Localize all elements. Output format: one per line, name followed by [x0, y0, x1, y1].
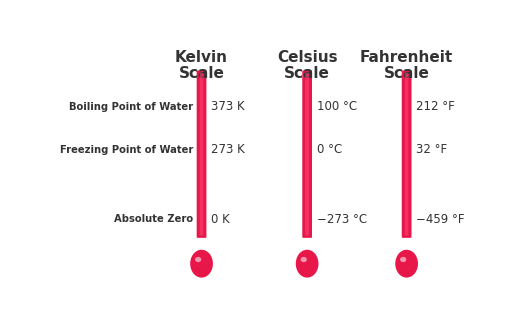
- Text: 212 °F: 212 °F: [417, 100, 455, 113]
- FancyBboxPatch shape: [200, 73, 203, 236]
- Text: Fahrenheit
Scale: Fahrenheit Scale: [360, 50, 453, 81]
- Text: 0 °C: 0 °C: [317, 143, 342, 156]
- FancyBboxPatch shape: [402, 70, 411, 238]
- Ellipse shape: [195, 257, 201, 262]
- Text: −459 °F: −459 °F: [417, 213, 465, 226]
- FancyBboxPatch shape: [196, 70, 206, 238]
- Text: 273 K: 273 K: [211, 143, 245, 156]
- Ellipse shape: [190, 250, 213, 278]
- Text: Freezing Point of Water: Freezing Point of Water: [60, 145, 193, 155]
- Text: 100 °C: 100 °C: [317, 100, 357, 113]
- Text: 0 K: 0 K: [211, 213, 230, 226]
- Text: −273 °C: −273 °C: [317, 213, 367, 226]
- FancyBboxPatch shape: [305, 73, 309, 236]
- Ellipse shape: [400, 257, 406, 262]
- Text: Celsius
Scale: Celsius Scale: [277, 50, 337, 81]
- Text: 32 °F: 32 °F: [417, 143, 447, 156]
- Ellipse shape: [296, 250, 319, 278]
- Text: Absolute Zero: Absolute Zero: [114, 215, 193, 224]
- Ellipse shape: [301, 257, 307, 262]
- Text: Kelvin
Scale: Kelvin Scale: [175, 50, 228, 81]
- Ellipse shape: [395, 250, 418, 278]
- FancyBboxPatch shape: [405, 73, 408, 236]
- FancyBboxPatch shape: [302, 70, 312, 238]
- Text: Boiling Point of Water: Boiling Point of Water: [69, 102, 193, 112]
- Text: 373 K: 373 K: [211, 100, 245, 113]
